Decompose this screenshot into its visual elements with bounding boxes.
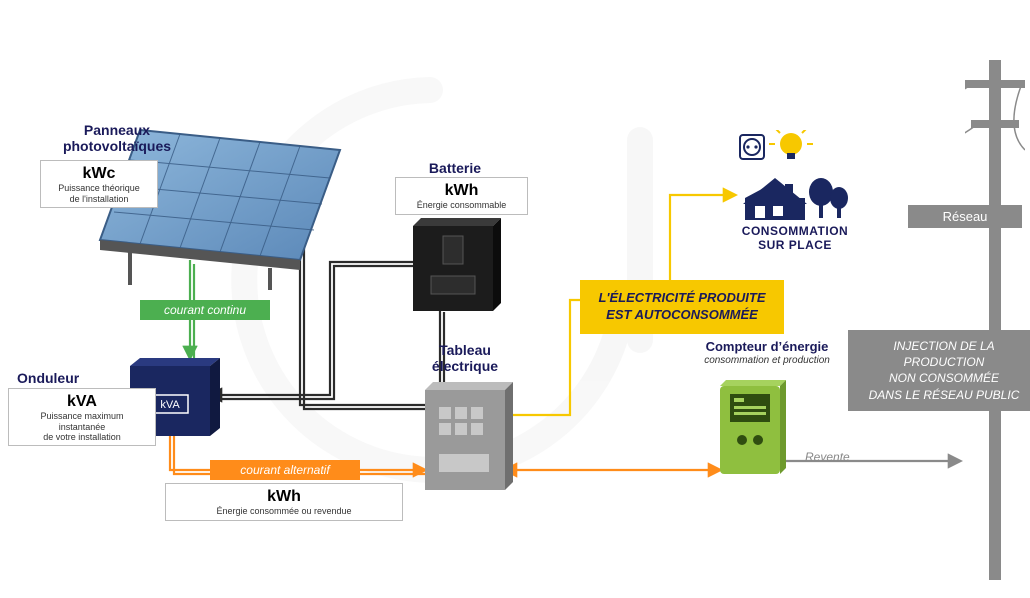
inverter-desc: Puissance maximum instantanéede votre in… (17, 411, 147, 442)
battery-desc: Énergie consommable (404, 200, 519, 210)
ac-desc: Énergie consommée ou revendue (174, 506, 394, 516)
grid-label: Réseau (908, 205, 1022, 228)
switchboard-title: Tableauélectrique (420, 342, 510, 374)
resale-label: Revente (805, 450, 850, 464)
panel-spec-box: kWc Puissance théoriquede l'installation (40, 160, 158, 208)
ac-unit: kWh (174, 487, 394, 506)
battery-device (413, 218, 493, 323)
inverter-title: Onduleur (17, 370, 79, 386)
autoconsume-box: L'ÉLECTRICITÉ PRODUITEEST AUTOCONSOMMÉE (580, 280, 784, 334)
meter-title: Compteur d’énergie (682, 340, 852, 355)
panel-desc: Puissance théoriquede l'installation (49, 183, 149, 204)
switchboard-device (425, 382, 505, 502)
consumption-icons (735, 130, 855, 230)
ac-spec-box: kWh Énergie consommée ou revendue (165, 483, 403, 521)
dc-current-label: courant continu (140, 300, 270, 320)
ac-current-label: courant alternatif (210, 460, 360, 480)
panel-title: Panneauxphotovoltaïques (62, 122, 172, 154)
meter-desc: consommation et production (682, 355, 852, 367)
diagram-root: Panneauxphotovoltaïques kWc Puissance th… (0, 0, 1030, 598)
inverter-unit: kVA (17, 392, 147, 411)
utility-pole (965, 60, 1025, 595)
connection-lines (0, 0, 1030, 598)
energy-meter-device (720, 380, 780, 485)
watermark (0, 0, 1030, 598)
meter-title-block: Compteur d’énergie consommation et produ… (682, 340, 852, 366)
panel-unit: kWc (49, 164, 149, 183)
battery-spec-box: kWh Énergie consommable (395, 177, 528, 215)
injection-label: INJECTION DE LA PRODUCTIONNON CONSOMMÉED… (848, 330, 1030, 411)
battery-title: Batterie (405, 160, 505, 176)
battery-unit: kWh (404, 181, 519, 200)
inverter-spec-box: kVA Puissance maximum instantanéede votr… (8, 388, 156, 446)
inverter-box-label: kVA (160, 399, 180, 411)
consumption-title: CONSOMMATIONSUR PLACE (730, 225, 860, 253)
